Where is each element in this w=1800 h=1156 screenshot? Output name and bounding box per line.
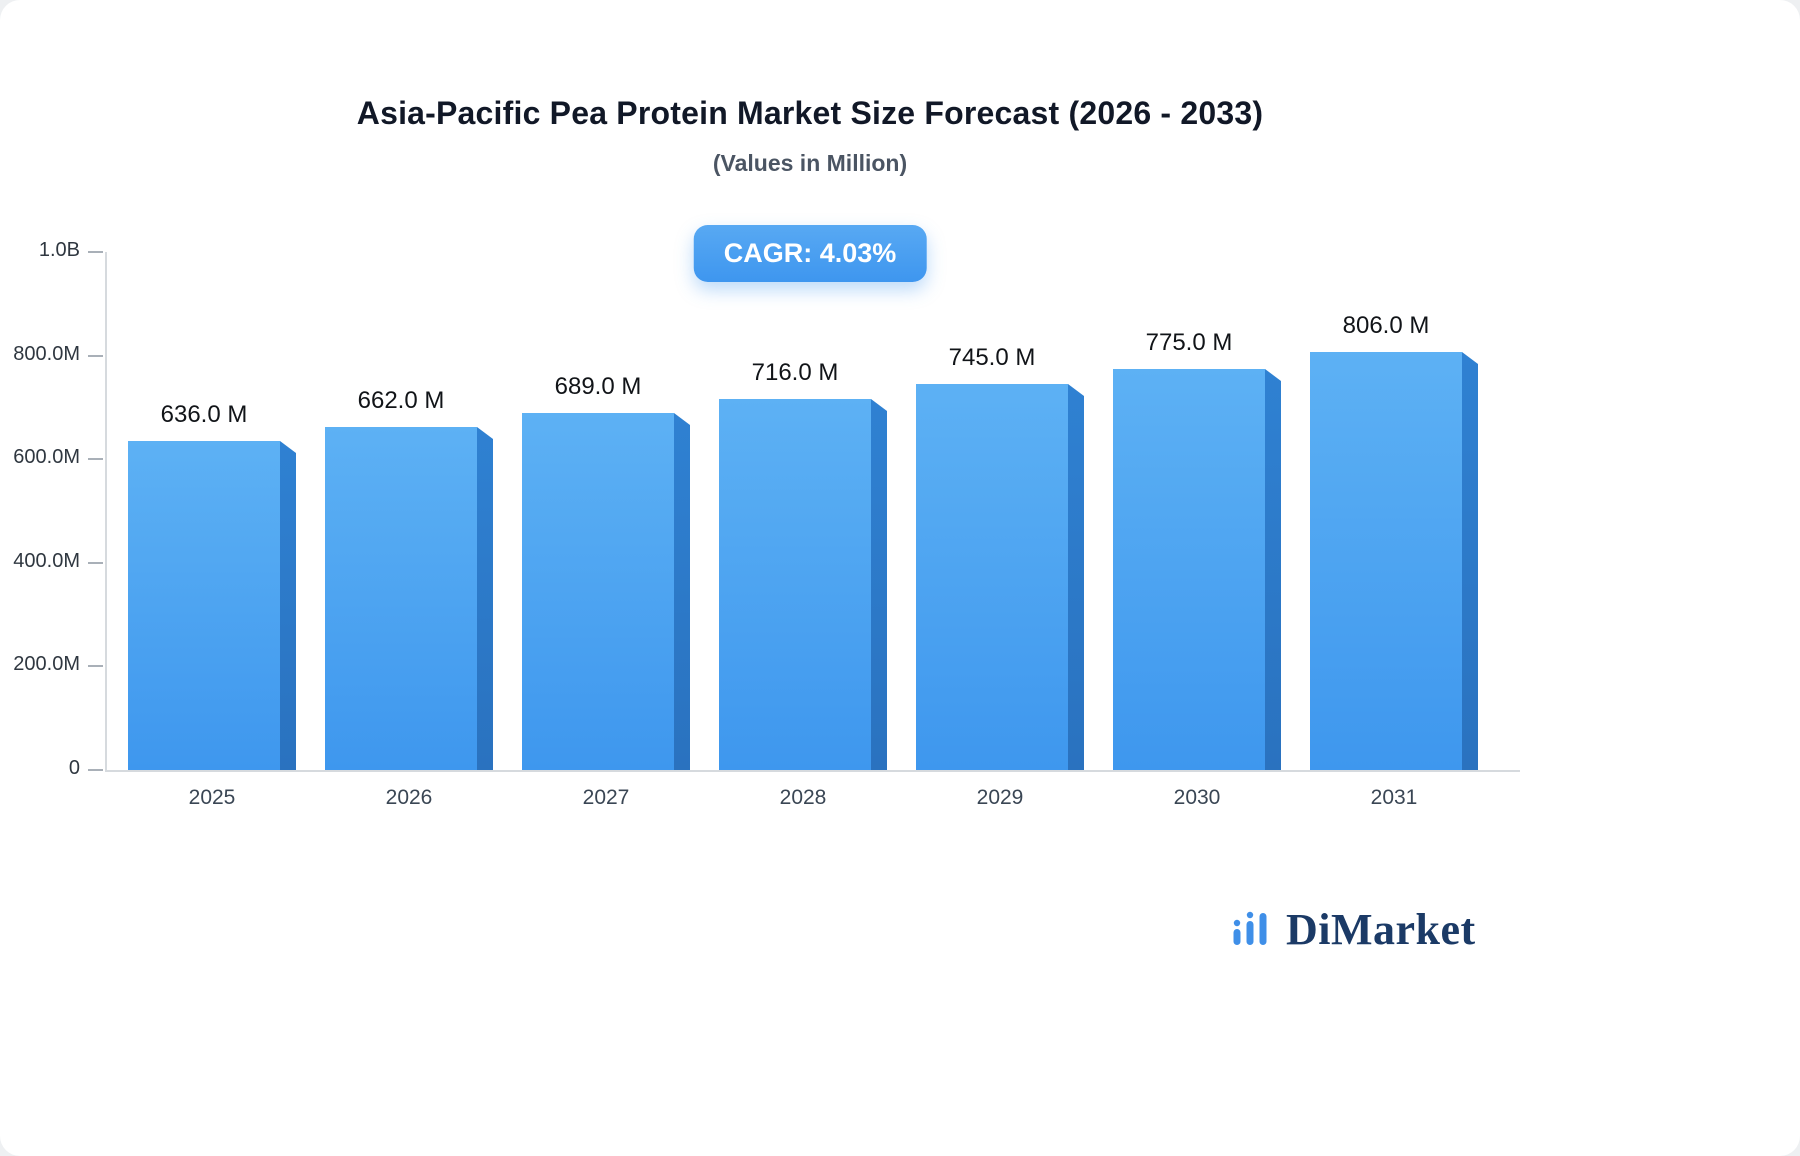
- bar-front-face: [1113, 369, 1265, 770]
- y-tick-mark: [88, 354, 103, 357]
- x-tick-label: 2029: [976, 786, 1024, 809]
- y-tick-label: 400.0M: [13, 549, 80, 572]
- chart-header: Asia-Pacific Pea Protein Market Size For…: [0, 0, 1620, 177]
- bar-side-face: [871, 399, 887, 770]
- y-tick-mark: [88, 458, 103, 461]
- bar-side-face: [1265, 369, 1281, 770]
- bar-2031: [1310, 352, 1478, 770]
- plot-area: 1.0B 800.0M 600.0M 400.0M 200.0M 0 636.0 M 2025…: [13, 239, 1520, 809]
- bar-front-face: [325, 427, 477, 770]
- bar-side-face: [1462, 352, 1478, 770]
- chart-title: Asia-Pacific Pea Protein Market Size For…: [356, 95, 1264, 131]
- x-tick-label: 2025: [188, 786, 236, 809]
- bar-side-face: [477, 427, 493, 770]
- y-tick-mark: [88, 251, 103, 253]
- y-tick-label: 600.0M: [13, 446, 80, 469]
- bar-2025: [128, 441, 296, 770]
- bar-value-label: 662.0 M: [357, 387, 445, 414]
- x-tick-label: 2028: [779, 786, 827, 809]
- bar-front-face: [916, 384, 1068, 770]
- bar-front-face: [522, 413, 674, 770]
- bar-value-label: 636.0 M: [160, 401, 248, 428]
- y-tick-label: 800.0M: [13, 342, 80, 365]
- y-tick-label: 1.0B: [38, 239, 80, 261]
- bar-front-face: [1310, 352, 1462, 770]
- bar-chart-logo-icon: [1228, 903, 1276, 956]
- bar-front-face: [128, 441, 280, 770]
- x-tick-label: 2026: [385, 786, 433, 809]
- y-tick-mark: [88, 769, 103, 771]
- bar-2026: [325, 427, 493, 770]
- y-tick-mark: [88, 665, 103, 668]
- bar-side-face: [1068, 384, 1084, 770]
- bar-2029: [916, 384, 1084, 770]
- y-tick-mark: [88, 561, 103, 564]
- bar-2030: [1113, 369, 1281, 770]
- bar-2028: [719, 399, 887, 770]
- x-tick-label: 2031: [1370, 786, 1418, 809]
- brand-logo-text: DiMarket: [1286, 905, 1476, 954]
- x-axis-line: [105, 770, 1520, 772]
- bar-front-face: [719, 399, 871, 770]
- y-axis-line: [105, 252, 107, 770]
- y-tick-label: 200.0M: [13, 653, 80, 676]
- x-tick-label: 2027: [582, 786, 630, 809]
- y-tick-label: 0: [68, 757, 80, 779]
- bar-value-label: 806.0 M: [1342, 312, 1430, 339]
- bar-side-face: [674, 413, 690, 770]
- brand-logo: DiMarket: [1228, 903, 1476, 956]
- bar-value-label: 689.0 M: [554, 373, 642, 400]
- cagr-badge: CAGR: 4.03%: [693, 225, 927, 282]
- x-tick-label: 2030: [1173, 786, 1221, 809]
- bar-value-label: 775.0 M: [1145, 329, 1233, 356]
- bar-side-face: [280, 441, 296, 770]
- bar-value-label: 745.0 M: [948, 344, 1036, 371]
- chart-subtitle: (Values in Million): [712, 150, 908, 176]
- bar-2027: [522, 413, 690, 770]
- bar-value-label: 716.0 M: [751, 359, 839, 386]
